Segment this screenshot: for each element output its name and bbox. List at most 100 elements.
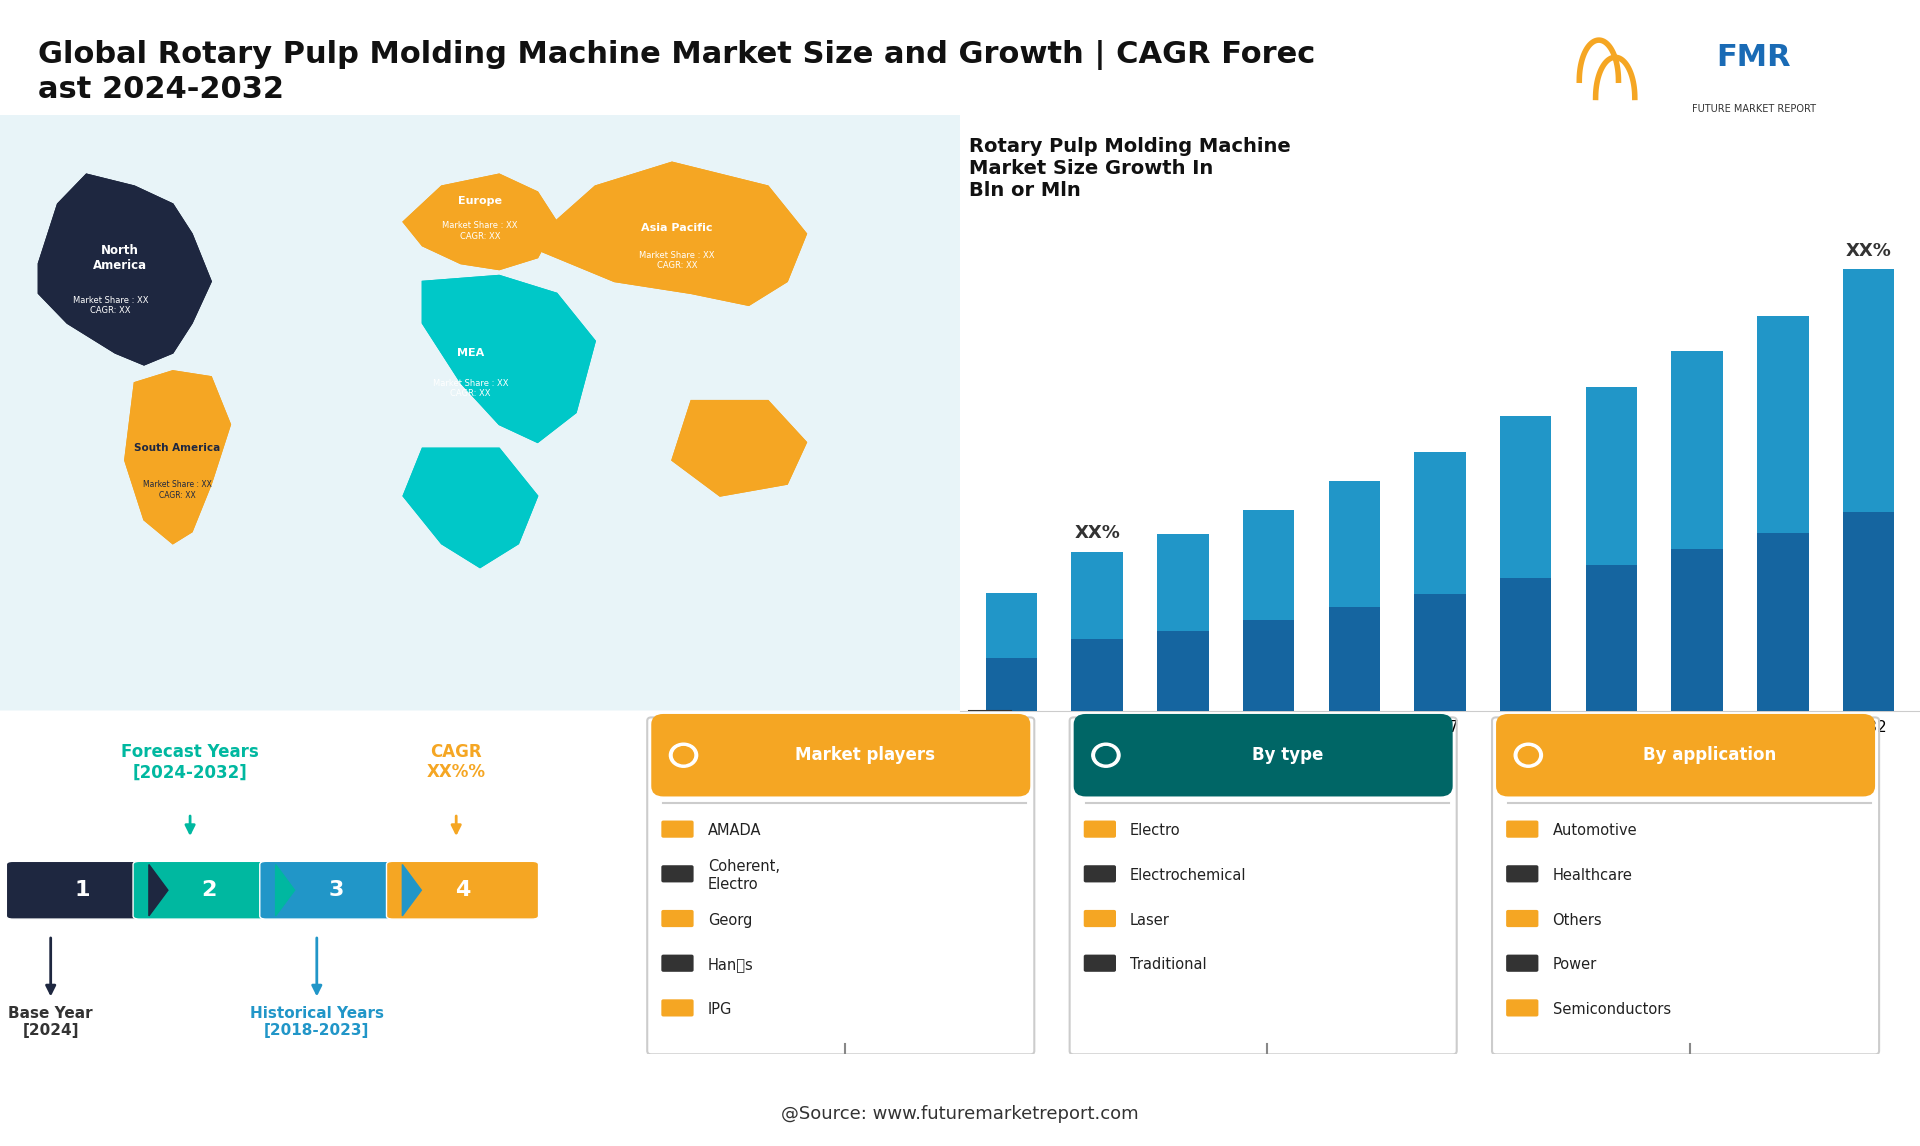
FancyBboxPatch shape <box>1083 955 1116 972</box>
Text: XX%: XX% <box>1073 524 1119 542</box>
Text: 4: 4 <box>455 880 470 901</box>
FancyBboxPatch shape <box>1073 714 1453 796</box>
Text: Healthcare: Healthcare <box>1553 868 1632 884</box>
Bar <box>1415 452 1465 594</box>
Text: By type: By type <box>1252 746 1323 764</box>
Circle shape <box>670 743 697 768</box>
FancyBboxPatch shape <box>1083 910 1116 927</box>
FancyBboxPatch shape <box>651 714 1031 796</box>
Text: Others: Others <box>1553 912 1601 928</box>
Polygon shape <box>125 371 230 543</box>
Text: North
America: North America <box>92 244 148 272</box>
Circle shape <box>1519 747 1538 764</box>
Text: Electrochemical: Electrochemical <box>1131 868 1246 884</box>
Text: IPG: IPG <box>708 1002 732 1018</box>
Polygon shape <box>528 163 806 305</box>
Text: Market Share : XX
CAGR: XX: Market Share : XX CAGR: XX <box>432 379 509 399</box>
Bar <box>1586 387 1638 565</box>
Text: Rotary Pulp Molding Machine
Market Size Growth In
Bln or Mln: Rotary Pulp Molding Machine Market Size … <box>968 136 1290 199</box>
Text: South America: South America <box>134 444 221 454</box>
FancyBboxPatch shape <box>660 999 693 1017</box>
Polygon shape <box>422 275 595 442</box>
Text: Market Share : XX
CAGR: XX: Market Share : XX CAGR: XX <box>442 221 518 241</box>
Bar <box>1843 269 1895 512</box>
Circle shape <box>1092 743 1119 768</box>
Polygon shape <box>403 864 420 916</box>
Bar <box>1329 607 1380 711</box>
Text: FUTURE MARKET REPORT: FUTURE MARKET REPORT <box>1692 104 1816 113</box>
FancyBboxPatch shape <box>1083 865 1116 882</box>
Text: Base Year
[2024]: Base Year [2024] <box>8 1006 92 1038</box>
Text: @Source: www.futuremarketreport.com: @Source: www.futuremarketreport.com <box>781 1105 1139 1123</box>
Text: MEA: MEA <box>457 348 484 358</box>
FancyBboxPatch shape <box>660 910 693 927</box>
Text: Automotive: Automotive <box>1553 823 1638 839</box>
Bar <box>1329 481 1380 607</box>
FancyBboxPatch shape <box>1496 714 1876 796</box>
Text: FMR: FMR <box>1716 42 1791 72</box>
Polygon shape <box>276 864 294 916</box>
Bar <box>985 592 1037 658</box>
Bar <box>1757 533 1809 711</box>
Text: CAGR
XX%%: CAGR XX%% <box>426 743 486 782</box>
Text: Electro: Electro <box>1131 823 1181 839</box>
FancyBboxPatch shape <box>660 865 693 882</box>
Text: XX%: XX% <box>1845 242 1891 260</box>
Polygon shape <box>528 163 806 305</box>
FancyBboxPatch shape <box>1505 910 1538 927</box>
Polygon shape <box>422 275 595 442</box>
Text: Laser: Laser <box>1131 912 1169 928</box>
FancyBboxPatch shape <box>386 862 538 919</box>
FancyBboxPatch shape <box>1505 865 1538 882</box>
Bar <box>1672 549 1722 711</box>
Bar <box>1586 565 1638 711</box>
FancyBboxPatch shape <box>6 862 157 919</box>
Polygon shape <box>672 401 806 496</box>
FancyBboxPatch shape <box>132 862 284 919</box>
Text: Hans: Hans <box>708 957 753 973</box>
FancyBboxPatch shape <box>0 115 960 711</box>
FancyBboxPatch shape <box>1505 821 1538 838</box>
Text: Global Rotary Pulp Molding Machine Market Size and Growth | CAGR Forec
ast 2024-: Global Rotary Pulp Molding Machine Marke… <box>38 40 1315 103</box>
Text: By application: By application <box>1644 746 1776 764</box>
Text: Historical Years
[2018-2023]: Historical Years [2018-2023] <box>250 1006 384 1038</box>
Bar <box>1843 512 1895 711</box>
Bar <box>1071 551 1123 639</box>
FancyBboxPatch shape <box>660 821 693 838</box>
Text: Traditional: Traditional <box>1131 957 1208 973</box>
Polygon shape <box>403 174 557 269</box>
Text: AMADA: AMADA <box>708 823 760 839</box>
Bar <box>1757 316 1809 533</box>
Polygon shape <box>38 174 211 364</box>
Bar <box>1242 620 1294 711</box>
Circle shape <box>1515 743 1542 768</box>
Polygon shape <box>403 448 538 567</box>
Bar <box>985 658 1037 711</box>
FancyBboxPatch shape <box>660 955 693 972</box>
Text: Coherent,
Electro: Coherent, Electro <box>708 860 780 892</box>
Text: Europe: Europe <box>459 196 501 206</box>
Polygon shape <box>38 174 211 364</box>
Text: Forecast Years
[2024-2032]: Forecast Years [2024-2032] <box>121 743 259 782</box>
Text: Semiconductors: Semiconductors <box>1553 1002 1670 1018</box>
Text: Power: Power <box>1553 957 1597 973</box>
Text: Market players: Market players <box>795 746 935 764</box>
Text: 3: 3 <box>328 880 344 901</box>
Text: Market Share : XX
CAGR: XX: Market Share : XX CAGR: XX <box>144 480 211 500</box>
Circle shape <box>1096 747 1116 764</box>
FancyBboxPatch shape <box>1083 821 1116 838</box>
Polygon shape <box>403 448 538 567</box>
Bar <box>1415 594 1465 711</box>
Polygon shape <box>150 864 167 916</box>
FancyBboxPatch shape <box>1505 955 1538 972</box>
Bar <box>1500 578 1551 711</box>
Bar <box>1071 639 1123 711</box>
Text: Market Share : XX
CAGR: XX: Market Share : XX CAGR: XX <box>639 251 714 270</box>
FancyBboxPatch shape <box>1505 999 1538 1017</box>
Text: Georg: Georg <box>708 912 753 928</box>
Polygon shape <box>672 401 806 496</box>
Polygon shape <box>403 174 557 269</box>
Bar <box>1242 510 1294 620</box>
Polygon shape <box>125 371 230 543</box>
Circle shape <box>674 747 693 764</box>
